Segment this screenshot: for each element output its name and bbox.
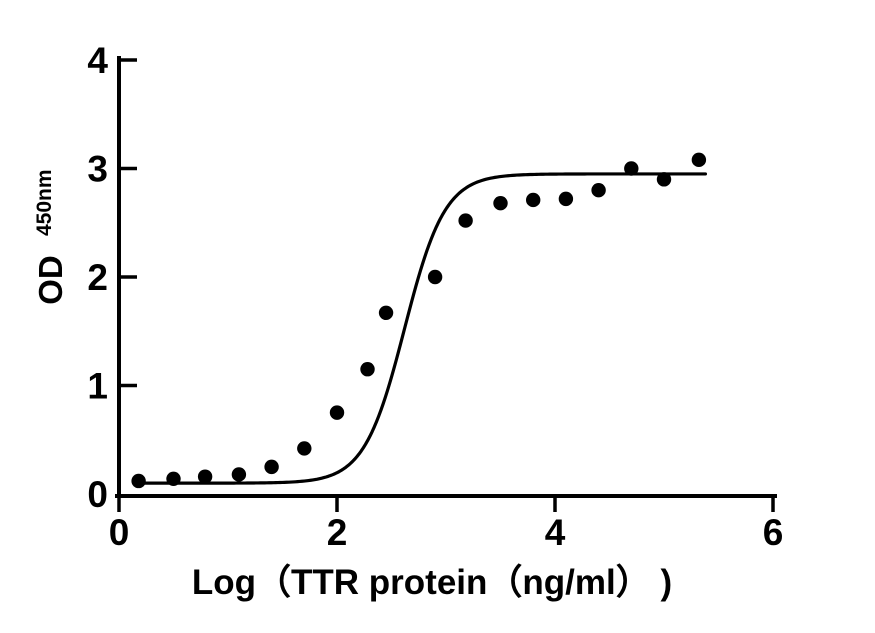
y-axis-tick-labels: 0 1 2 3 4 — [87, 40, 108, 515]
data-point — [297, 441, 312, 456]
x-tick-label-2: 2 — [327, 512, 348, 553]
y-tick-label-0: 0 — [87, 474, 108, 515]
y-tick-label-2: 2 — [87, 257, 108, 298]
y-axis-title-base: OD — [32, 255, 69, 305]
data-point — [231, 467, 247, 482]
x-tick-label-0: 0 — [109, 512, 130, 553]
y-axis-ticks — [119, 58, 137, 388]
data-point — [558, 191, 574, 207]
x-axis-tick-labels: 0 2 4 6 — [109, 512, 784, 553]
fitted-curve — [133, 172, 708, 485]
x-axis-title: Log（TTR protein（ng/ml） ) — [192, 563, 672, 602]
data-point — [691, 152, 707, 168]
y-axis-title: OD 450nm — [32, 169, 69, 304]
y-axis-title-subscript: 450nm — [33, 169, 56, 236]
data-point — [458, 213, 473, 228]
data-point-series — [131, 152, 707, 489]
data-point — [197, 469, 213, 484]
data-point — [264, 459, 279, 475]
data-point — [360, 362, 375, 377]
data-point — [591, 183, 606, 198]
y-tick-label-1: 1 — [87, 366, 108, 407]
data-point — [427, 269, 443, 285]
x-tick-label-4: 4 — [545, 512, 566, 553]
x-tick-label-6: 6 — [763, 512, 784, 553]
data-point — [166, 471, 181, 487]
data-point — [526, 192, 541, 208]
data-point — [329, 405, 345, 420]
data-point — [493, 196, 508, 211]
data-point — [378, 305, 394, 321]
data-point — [656, 172, 672, 187]
y-tick-label-4: 4 — [87, 40, 108, 81]
y-tick-label-3: 3 — [87, 149, 108, 190]
x-axis-ticks — [117, 496, 775, 512]
data-point — [131, 473, 146, 489]
data-point — [624, 161, 639, 176]
